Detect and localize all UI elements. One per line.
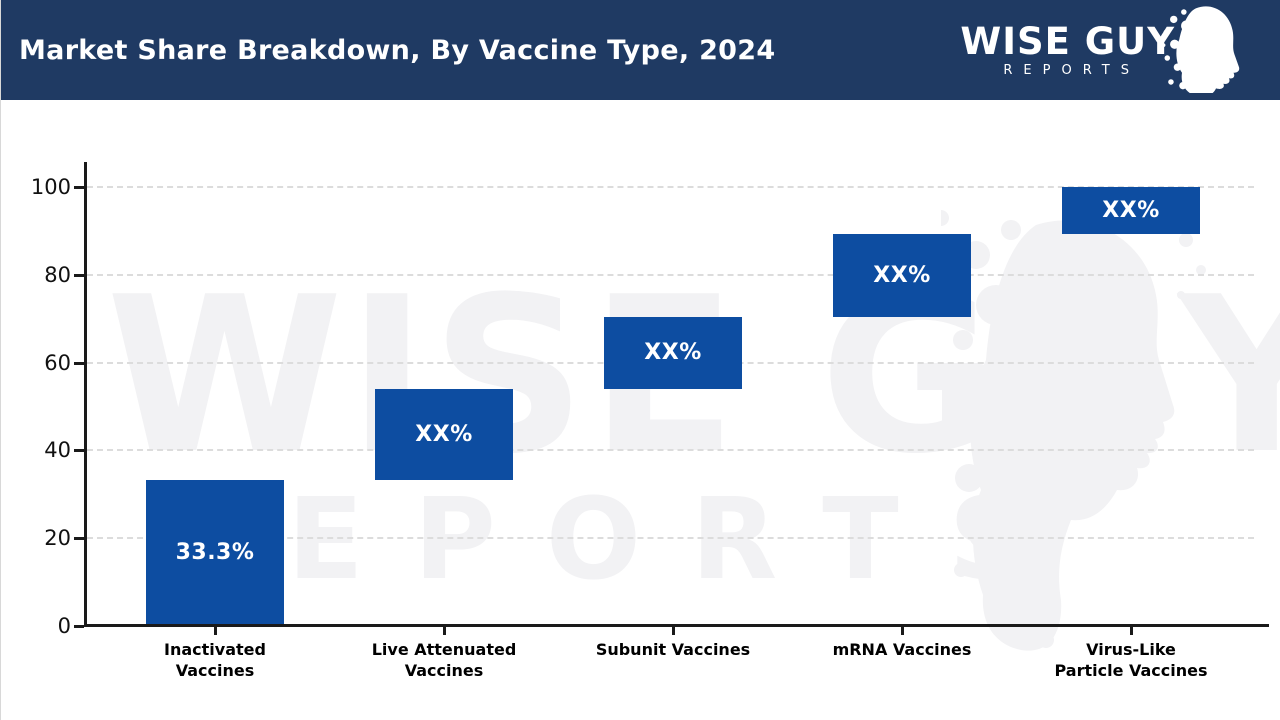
y-tick-mark: [74, 449, 84, 453]
face-profile-logo-icon: [1161, 6, 1240, 93]
bar-value-label: XX%: [415, 421, 473, 447]
brand-logo-text: WISE GUY REPORTS: [960, 23, 1175, 78]
plot-region: 33.3% XX% XX% XX% XX% 0 20 40 60 80 100 Inactivated…: [1, 100, 1280, 720]
bar-value-label: 33.3%: [175, 540, 255, 566]
x-category-label: Subunit Vaccines: [595, 640, 751, 659]
x-category-label: Live Attenuated Vaccines: [371, 640, 517, 680]
y-gridline: [87, 537, 1254, 540]
y-tick-mark: [74, 537, 84, 541]
brand-logo: WISE GUY REPORTS: [960, 6, 1251, 93]
x-category-label: Inactivated Vaccines: [164, 640, 266, 680]
y-tick-label: 20: [44, 526, 71, 551]
brand-name: WISE GUY: [960, 19, 1175, 63]
y-tick-label: 40: [44, 438, 71, 463]
x-tick-mark: [1130, 627, 1133, 635]
x-tick-mark: [214, 627, 217, 635]
waterfall-bar: XX%: [833, 233, 971, 317]
y-gridline: [87, 273, 1254, 276]
y-tick-label: 100: [30, 175, 71, 199]
header-bar: Market Share Breakdown, By Vaccine Type,…: [1, 0, 1280, 100]
waterfall-bar: XX%: [1062, 187, 1200, 234]
x-category-label: mRNA Vaccines: [832, 640, 972, 659]
x-category-label: Virus-Like Particle Vaccines: [1054, 640, 1208, 680]
y-tick-mark: [74, 361, 84, 365]
x-tick-mark: [672, 627, 675, 635]
waterfall-bar: XX%: [375, 388, 513, 480]
x-tick-mark: [443, 627, 446, 635]
waterfall-bar: 33.3%: [146, 479, 284, 626]
y-gridline: [87, 449, 1254, 452]
waterfall-bar: XX%: [604, 316, 742, 389]
y-axis-line: [84, 162, 87, 627]
x-tick-mark: [901, 627, 904, 635]
brand-subtitle: REPORTS: [1003, 62, 1140, 78]
bar-value-label: XX%: [1102, 197, 1160, 223]
y-tick-mark: [74, 625, 84, 628]
y-tick-mark: [74, 273, 84, 277]
chart-area: WISE GUY REPORTS 33.3% XX% XX% XX% XX% 0 20 40 6…: [1, 100, 1280, 720]
x-axis-line: [84, 624, 1269, 627]
y-gridline: [87, 186, 1254, 188]
y-tick-label: 0: [57, 614, 71, 638]
y-tick-label: 60: [44, 350, 71, 375]
y-tick-mark: [74, 186, 84, 189]
bar-value-label: XX%: [873, 262, 931, 288]
bar-value-label: XX%: [644, 340, 702, 366]
page-title: Market Share Breakdown, By Vaccine Type,…: [19, 34, 776, 66]
y-tick-label: 80: [44, 262, 71, 287]
